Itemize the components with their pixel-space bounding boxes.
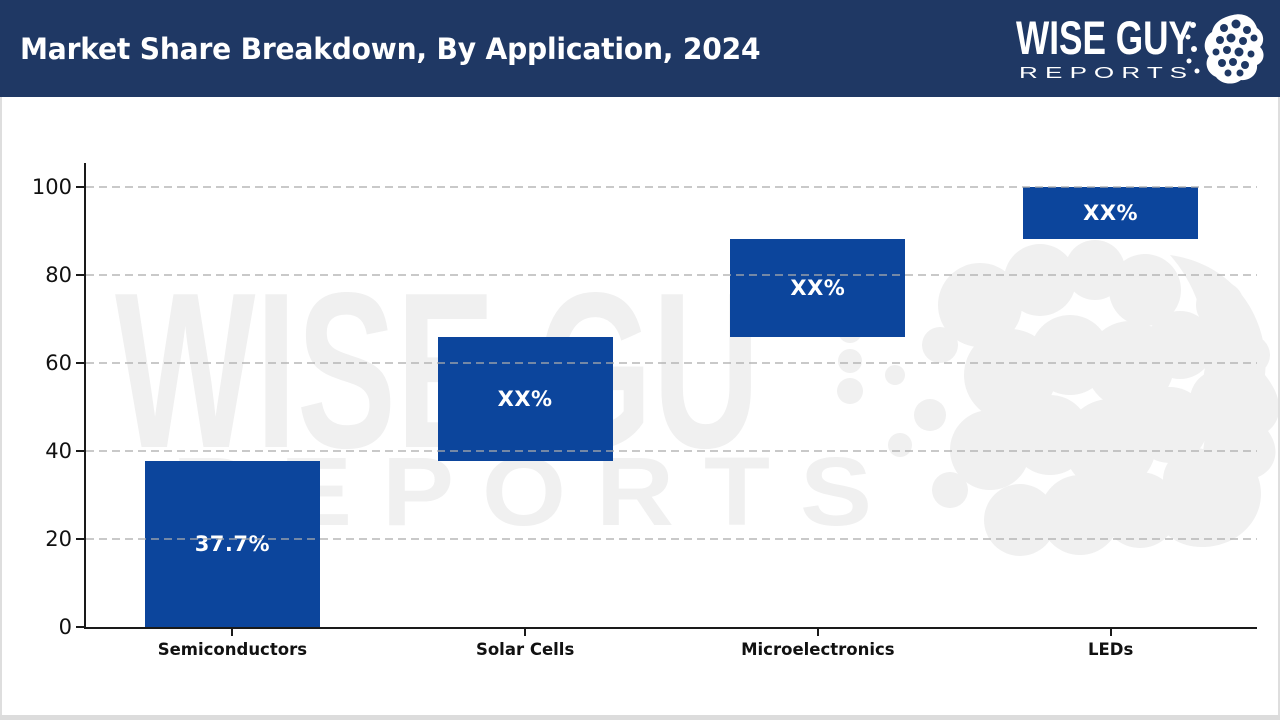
- y-axis-tick: [76, 538, 84, 540]
- bottom-edge-line: [0, 715, 1280, 720]
- logo-head-icon: [1185, 13, 1264, 84]
- y-tick-label: 100: [31, 175, 72, 199]
- left-edge-line: [0, 97, 2, 720]
- gridline-40: [86, 450, 1257, 452]
- logo-text-line2: R E P O R T S: [1019, 65, 1187, 82]
- bar-microelectronics: XX%: [730, 238, 906, 338]
- wiseguy-logo: WISE GUY R E P O R T S: [1016, 11, 1264, 84]
- bar-solar-cells: XX%: [437, 337, 613, 462]
- bar-value-label: XX%: [790, 275, 846, 300]
- bar-value-label: XX%: [497, 387, 553, 412]
- x-axis-tick: [1109, 629, 1112, 636]
- y-axis-tick: [76, 626, 84, 628]
- header-bar: Market Share Breakdown, By Application, …: [0, 0, 1280, 97]
- y-tick-label: 60: [45, 351, 72, 375]
- x-axis-tick: [524, 629, 527, 636]
- x-category-label: Microelectronics: [741, 640, 895, 659]
- y-axis-tick: [76, 362, 84, 364]
- gridline-100: [86, 186, 1257, 188]
- y-tick-label: 40: [45, 439, 72, 463]
- bar-value-label: 37.7%: [194, 532, 271, 557]
- bar-value-label: XX%: [1083, 200, 1139, 225]
- y-tick-label: 20: [45, 527, 72, 551]
- y-tick-label: 0: [58, 615, 72, 639]
- gridline-20: [86, 538, 1257, 540]
- page-title: Market Share Breakdown, By Application, …: [20, 31, 761, 66]
- gridline-80: [86, 274, 1257, 276]
- y-axis-line: [84, 163, 86, 629]
- y-axis-tick: [76, 186, 84, 188]
- right-edge-line: [1278, 97, 1280, 720]
- watermark-text-line1: WISE GU: [115, 247, 760, 495]
- bar-semiconductors: 37.7%: [144, 461, 320, 627]
- x-category-label: Solar Cells: [475, 640, 575, 659]
- x-category-label: LEDs: [1087, 640, 1134, 659]
- x-axis-line: [84, 627, 1257, 629]
- x-axis-tick: [816, 629, 819, 636]
- bar-leds: XX%: [1023, 187, 1199, 239]
- gridline-60: [86, 362, 1257, 364]
- x-axis-tick: [231, 629, 234, 636]
- y-axis-tick: [76, 274, 84, 276]
- x-category-label: Semiconductors: [157, 640, 308, 659]
- y-tick-label: 80: [45, 263, 72, 287]
- logo-text-line1: WISE GUY: [1016, 11, 1192, 64]
- y-axis-tick: [76, 450, 84, 452]
